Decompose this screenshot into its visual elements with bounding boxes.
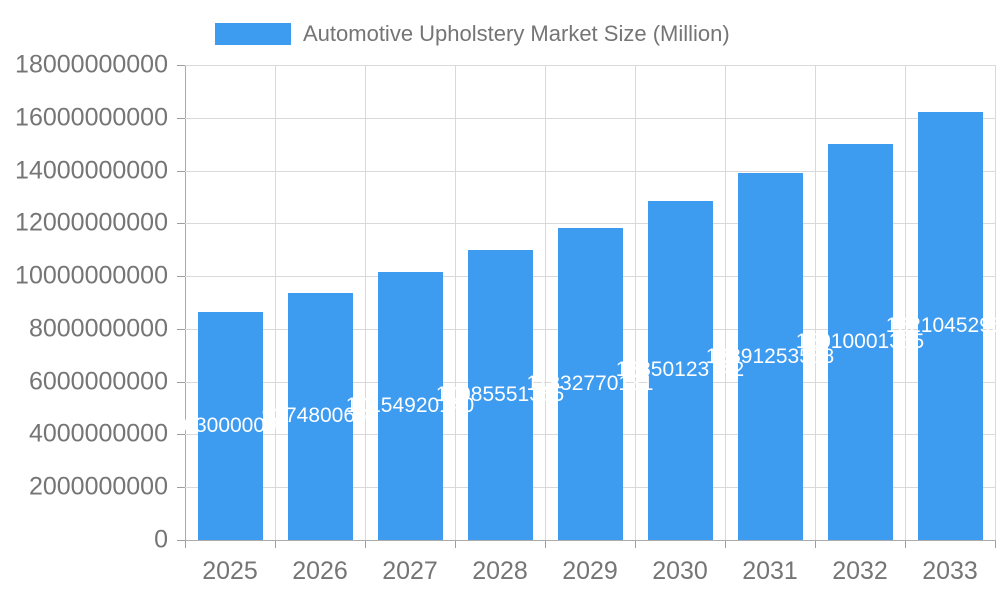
x-tick-label: 2032 [832,557,888,585]
x-tick-label: 2028 [472,557,528,585]
v-gridline [635,65,636,540]
x-tick-label: 2031 [742,557,798,585]
x-axis-tick [815,541,816,548]
x-axis-tick [635,541,636,548]
bar-2032[interactable] [827,143,893,540]
y-axis-line [185,65,186,541]
x-axis-tick [545,541,546,548]
y-tick-label: 6000000000 [28,367,168,396]
bar-2026[interactable] [287,292,353,540]
bar-2028[interactable] [467,250,533,540]
v-gridline [545,65,546,540]
y-axis-tick [177,487,185,488]
v-gridline [455,65,456,540]
bar-value-annotation: 16210452965 [885,314,1000,338]
x-tick-label: 2030 [652,557,708,585]
y-axis-tick [177,434,185,435]
x-tick-label: 2033 [922,557,978,585]
bar-value-annotation: 13891253588 [705,344,835,368]
y-axis-tick [177,65,185,66]
x-axis-tick [905,541,906,548]
bar-value-annotation: 9374800660 [261,404,379,428]
y-tick-label: 18000000000 [15,50,168,79]
v-gridline [725,65,726,540]
x-axis-tick [725,541,726,548]
bar-2029[interactable] [557,227,623,540]
y-axis-tick [177,223,185,224]
y-tick-label: 2000000000 [28,472,168,501]
y-axis-tick [177,118,185,119]
bar-value-annotation: 10154920140 [345,394,475,417]
y-tick-label: 16000000000 [15,103,168,132]
y-axis-tick [177,171,185,172]
x-axis-tick [275,541,276,548]
y-axis-tick [177,382,185,383]
y-tick-label: 12000000000 [15,208,168,237]
x-axis-tick [995,541,996,548]
y-axis-tick [177,276,185,277]
y-tick-label: 10000000000 [15,261,168,290]
y-tick-label: 14000000000 [15,156,168,185]
x-tick-label: 2025 [202,557,258,585]
h-gridline [185,171,996,172]
legend-color-swatch [215,23,291,45]
v-gridline [275,65,276,540]
x-tick-label: 2029 [562,557,618,585]
y-axis-tick [177,329,185,330]
bar-2030[interactable] [647,200,713,540]
y-tick-label: 0 [154,525,168,554]
legend-label: Automotive Upholstery Market Size (Milli… [303,21,730,46]
bar-2027[interactable] [377,272,443,540]
bar-2033[interactable] [917,112,983,540]
x-axis-tick [185,541,186,548]
h-gridline [185,118,996,119]
v-gridline [995,65,996,540]
bar-value-annotation: 12850123742 [615,358,745,382]
bar-value-annotation: 8630000000 [171,414,289,438]
x-axis-tick [455,541,456,548]
bar-value-annotation: 10985551365 [435,383,565,407]
y-axis-tick [177,540,185,541]
v-gridline [905,65,906,540]
bar-value-annotation: 11832770131 [526,371,654,395]
x-axis-line [185,540,996,541]
v-gridline [365,65,366,540]
v-gridline [815,65,816,540]
x-tick-label: 2026 [292,557,348,585]
bar-2025[interactable] [197,312,263,540]
h-gridline [185,65,996,66]
y-tick-label: 4000000000 [28,419,168,448]
y-tick-label: 8000000000 [28,314,168,343]
x-tick-label: 2027 [382,557,438,585]
x-axis-tick [365,541,366,548]
bar-value-annotation: 15010001365 [795,329,925,353]
h-gridline [185,223,996,224]
bar-2031[interactable] [737,173,803,540]
